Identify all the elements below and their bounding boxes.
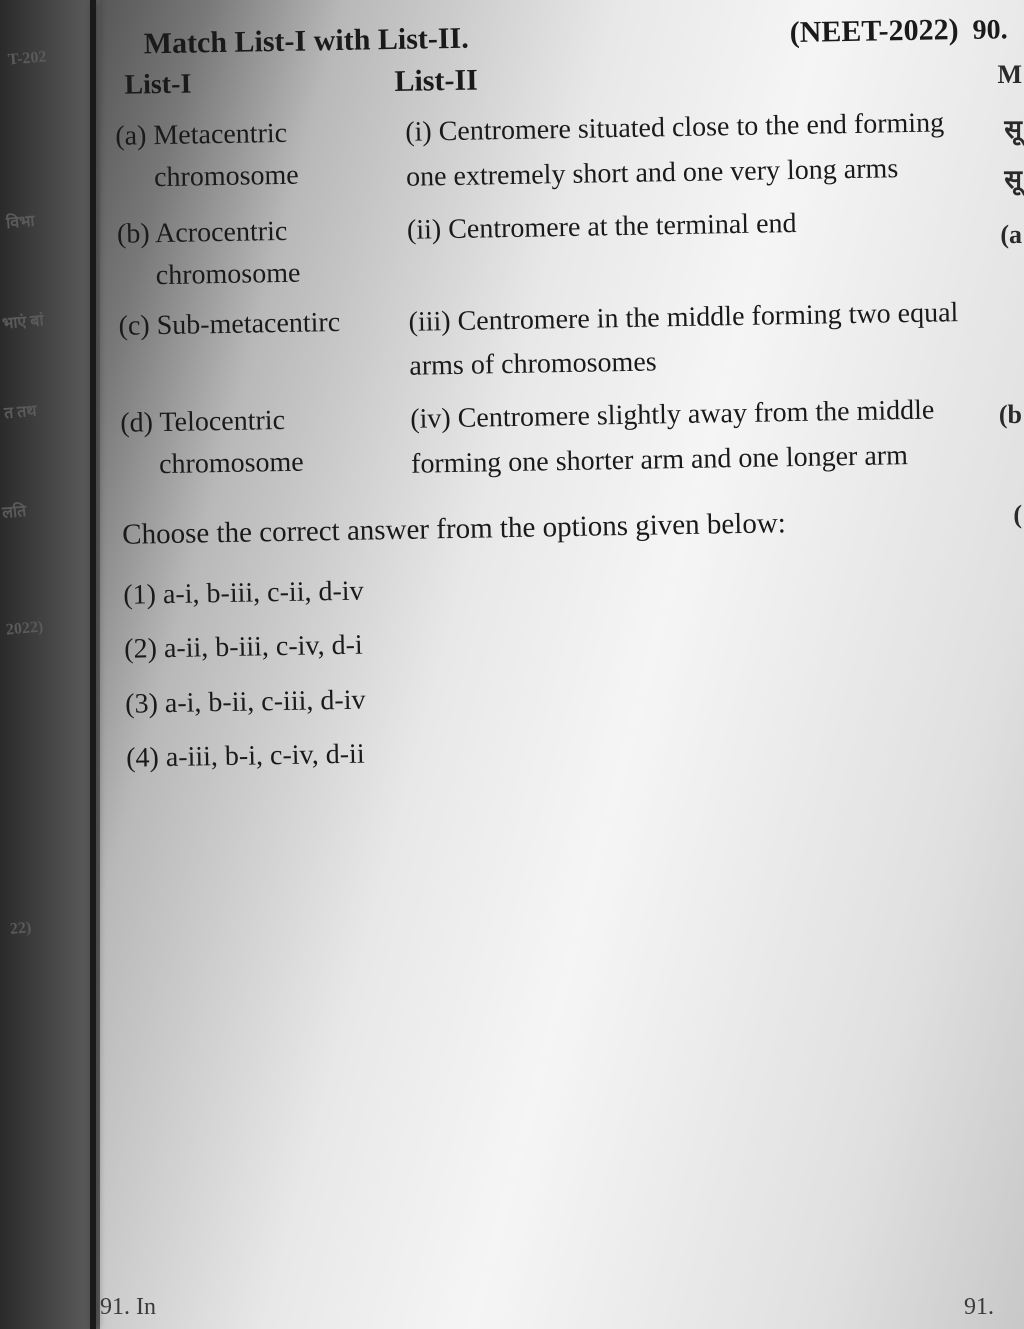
answer-options: (1) a-i, b-iii, c-ii, d-iv (2) a-ii, b-i… <box>123 555 1021 784</box>
list1-label: (a) Metacentric <box>115 118 287 152</box>
list2-item: (ii) Centromere at the terminal end <box>407 198 1012 253</box>
list1-item: (a) Metacentric chromosome <box>115 111 406 200</box>
match-row: (b) Acrocentric chromosome (ii) Centrome… <box>117 198 1012 298</box>
match-row: (c) Sub-metacentirc (iii) Centromere in … <box>118 290 1013 395</box>
question-content: Match List-I with List-II. (NEET-2022) 9… <box>113 12 1020 788</box>
side-label: T-202 <box>7 48 47 69</box>
list1-label: (d) Telocentric <box>120 405 285 439</box>
list2-item: (i) Centromere situated close to the end… <box>405 100 1010 200</box>
title-row: Match List-I with List-II. (NEET-2022) 9… <box>113 12 1007 62</box>
option: (4) a-iii, b-i, c-iv, d-ii <box>126 718 1021 784</box>
match-row: (a) Metacentric chromosome (i) Centromer… <box>115 100 1010 205</box>
list1-item: (d) Telocentric chromosome <box>120 398 411 487</box>
list1-label: (b) Acrocentric <box>117 215 288 249</box>
match-row: (d) Telocentric chromosome (iv) Centrome… <box>120 387 1015 492</box>
instruction-text: Choose the correct answer from the optio… <box>122 493 1017 561</box>
next-question-number: 90. <box>972 14 1008 46</box>
list2-header: List-II <box>394 64 478 99</box>
list2-item: (iv) Centromere slightly away from the m… <box>410 387 1015 487</box>
side-label: भाएं बां <box>1 308 44 334</box>
list2-item: (iii) Centromere in the middle forming t… <box>408 290 1013 390</box>
side-label: त तथ <box>3 399 37 424</box>
side-label: विभा <box>5 209 35 233</box>
list1-item: (c) Sub-metacentirc <box>118 300 409 347</box>
side-label: 22) <box>9 919 32 939</box>
binding-shadow <box>90 0 96 1329</box>
list1-sub: chromosome <box>121 447 304 481</box>
list-headers: List-I List-II <box>114 54 1008 104</box>
bottom-right-text: 91. <box>964 1294 994 1321</box>
list1-label: (c) Sub-metacentirc <box>118 307 340 342</box>
side-label: लति <box>1 499 27 523</box>
list1-item: (b) Acrocentric chromosome <box>117 208 408 297</box>
list1-header: List-I <box>114 65 395 104</box>
page-spine <box>0 0 100 1329</box>
exam-tag: (NEET-2022) <box>789 13 958 49</box>
main-title: Match List-I with List-II. <box>143 22 469 62</box>
list1-sub: chromosome <box>116 160 299 194</box>
side-label: 2022) <box>5 618 44 639</box>
list1-sub: chromosome <box>117 257 300 291</box>
bottom-left-text: 91. In <box>100 1294 156 1321</box>
